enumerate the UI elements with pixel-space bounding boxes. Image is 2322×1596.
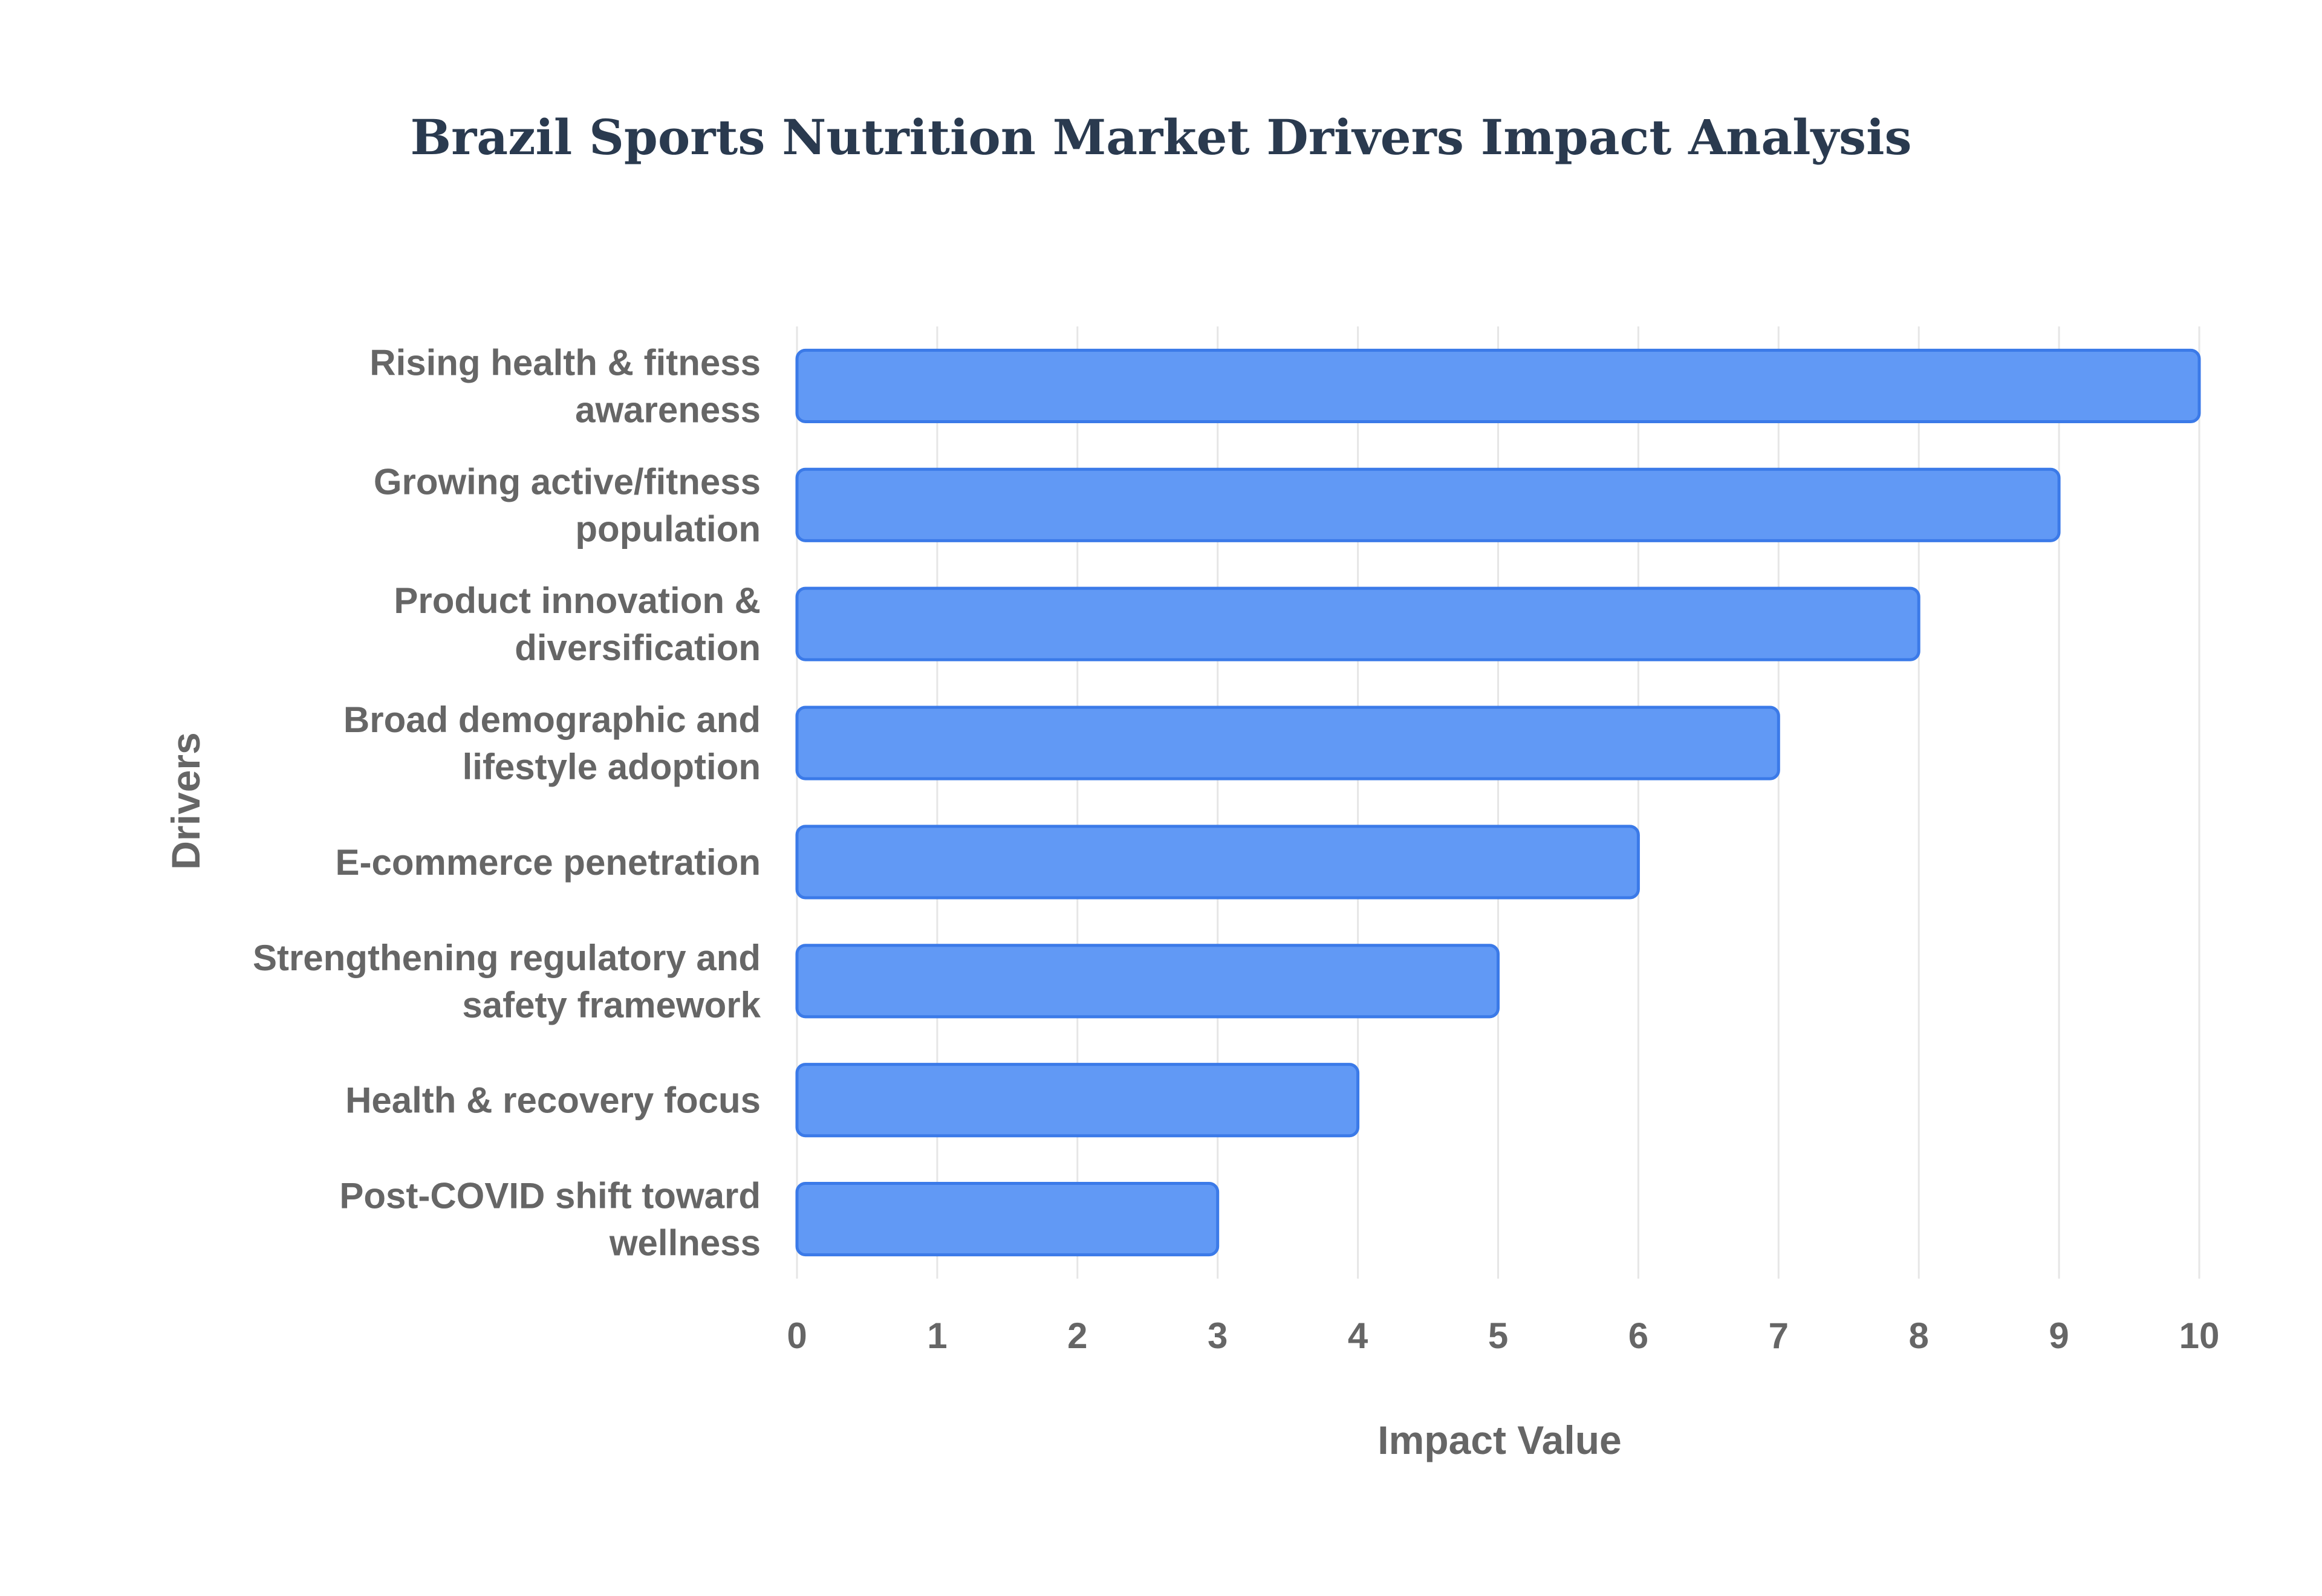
x-tick-label: 7 (1769, 1315, 1789, 1356)
y-axis-title: Drivers (163, 732, 208, 870)
x-tick-label: 8 (1909, 1315, 1929, 1356)
x-tick-label: 10 (2179, 1315, 2220, 1356)
x-tick-label: 6 (1628, 1315, 1648, 1356)
x-tick-label: 9 (2049, 1315, 2069, 1356)
bar[interactable] (795, 1063, 1360, 1138)
x-tick-label: 0 (787, 1315, 807, 1356)
category-label: Post-COVID shift toward wellness (339, 1176, 761, 1264)
x-tick-label: 2 (1067, 1315, 1087, 1356)
category-label: Growing active/fitness population (374, 461, 761, 549)
x-axis-title: Impact Value (1377, 1418, 1622, 1462)
x-tick-label: 3 (1208, 1315, 1228, 1356)
bars (795, 348, 2201, 1257)
category-labels: Rising health & fitness awareness Growing … (253, 342, 761, 1263)
category-label: Strengthening regulatory and safety frame… (253, 938, 761, 1025)
bar[interactable] (795, 825, 1640, 900)
category-label: Broad demographic and lifestyle adoption (343, 699, 761, 787)
x-tick-label: 4 (1348, 1315, 1368, 1356)
x-tick-labels: 0 1 2 3 4 5 6 7 8 9 10 (787, 1315, 2219, 1356)
bar[interactable] (795, 348, 2201, 423)
bar[interactable] (795, 706, 1780, 780)
category-label: Rising health & fitness awareness (369, 342, 761, 430)
x-tick-label: 5 (1488, 1315, 1508, 1356)
bar[interactable] (795, 1182, 1220, 1257)
bar[interactable] (795, 586, 1920, 661)
bar[interactable] (795, 467, 2061, 542)
category-label: Product innovation & diversification (394, 580, 761, 668)
bar[interactable] (795, 944, 1500, 1019)
x-tick-label: 1 (927, 1315, 947, 1356)
chart-title: Brazil Sports Nutrition Market Drivers I… (410, 109, 1911, 166)
category-label: Health & recovery focus (345, 1080, 761, 1121)
category-label: E-commerce penetration (335, 842, 761, 883)
